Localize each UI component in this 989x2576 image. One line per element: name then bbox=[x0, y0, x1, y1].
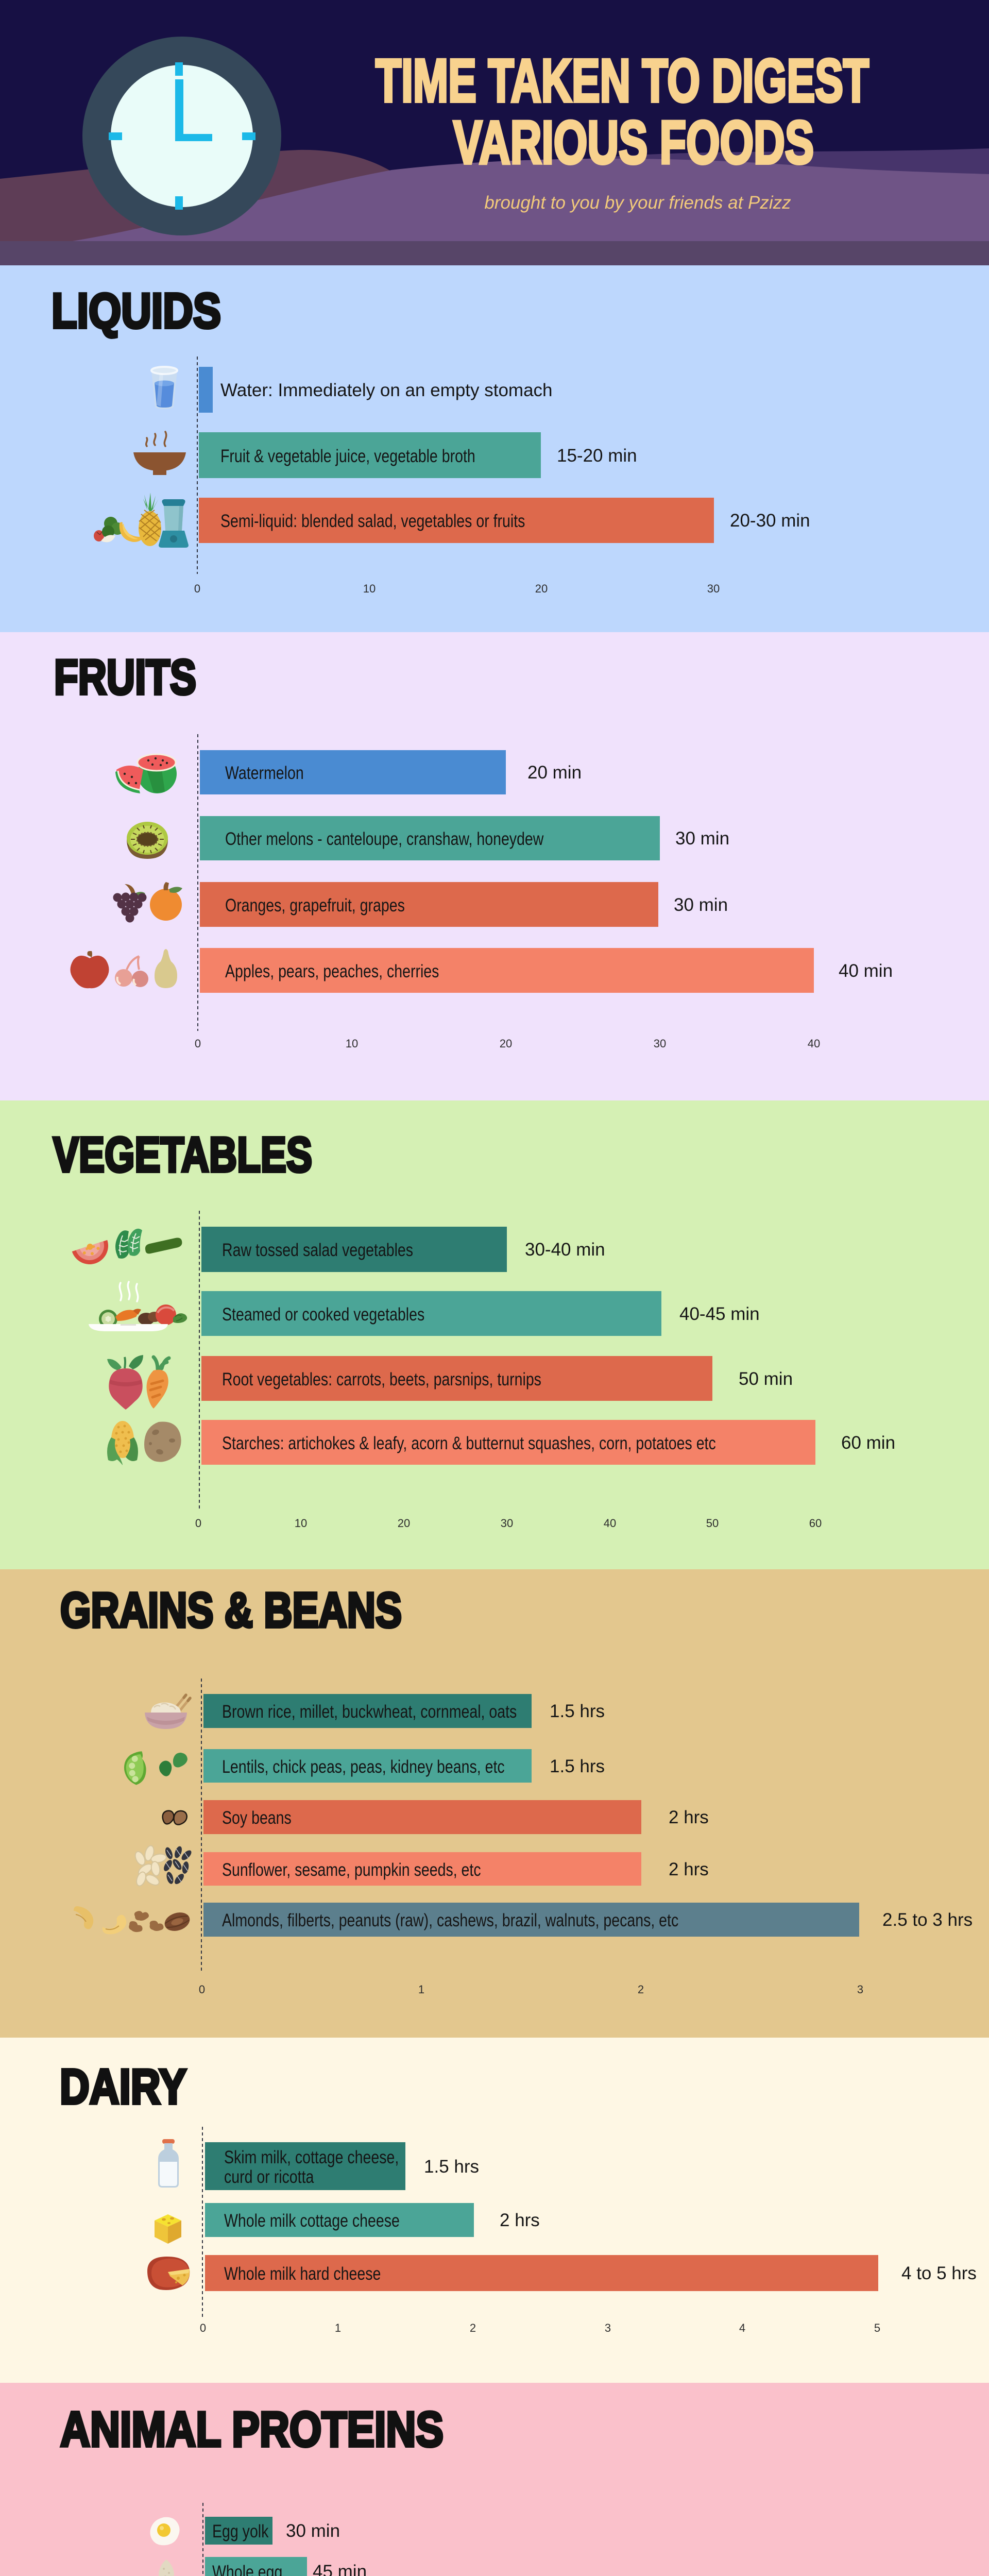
svg-text:DAIRY: DAIRY bbox=[60, 2059, 186, 2114]
svg-text:GRAINS & BEANS: GRAINS & BEANS bbox=[60, 1583, 402, 1638]
svg-text:FRUITS: FRUITS bbox=[54, 650, 196, 705]
svg-text:VEGETABLES: VEGETABLES bbox=[53, 1127, 312, 1182]
svg-text:LIQUIDS: LIQUIDS bbox=[52, 283, 221, 338]
svg-text:TIME TAKEN TO DIGEST: TIME TAKEN TO DIGEST bbox=[376, 47, 869, 115]
svg-text:ANIMAL PROTEINS: ANIMAL PROTEINS bbox=[60, 2402, 444, 2457]
svg-text:VARIOUS FOODS: VARIOUS FOODS bbox=[453, 109, 814, 177]
